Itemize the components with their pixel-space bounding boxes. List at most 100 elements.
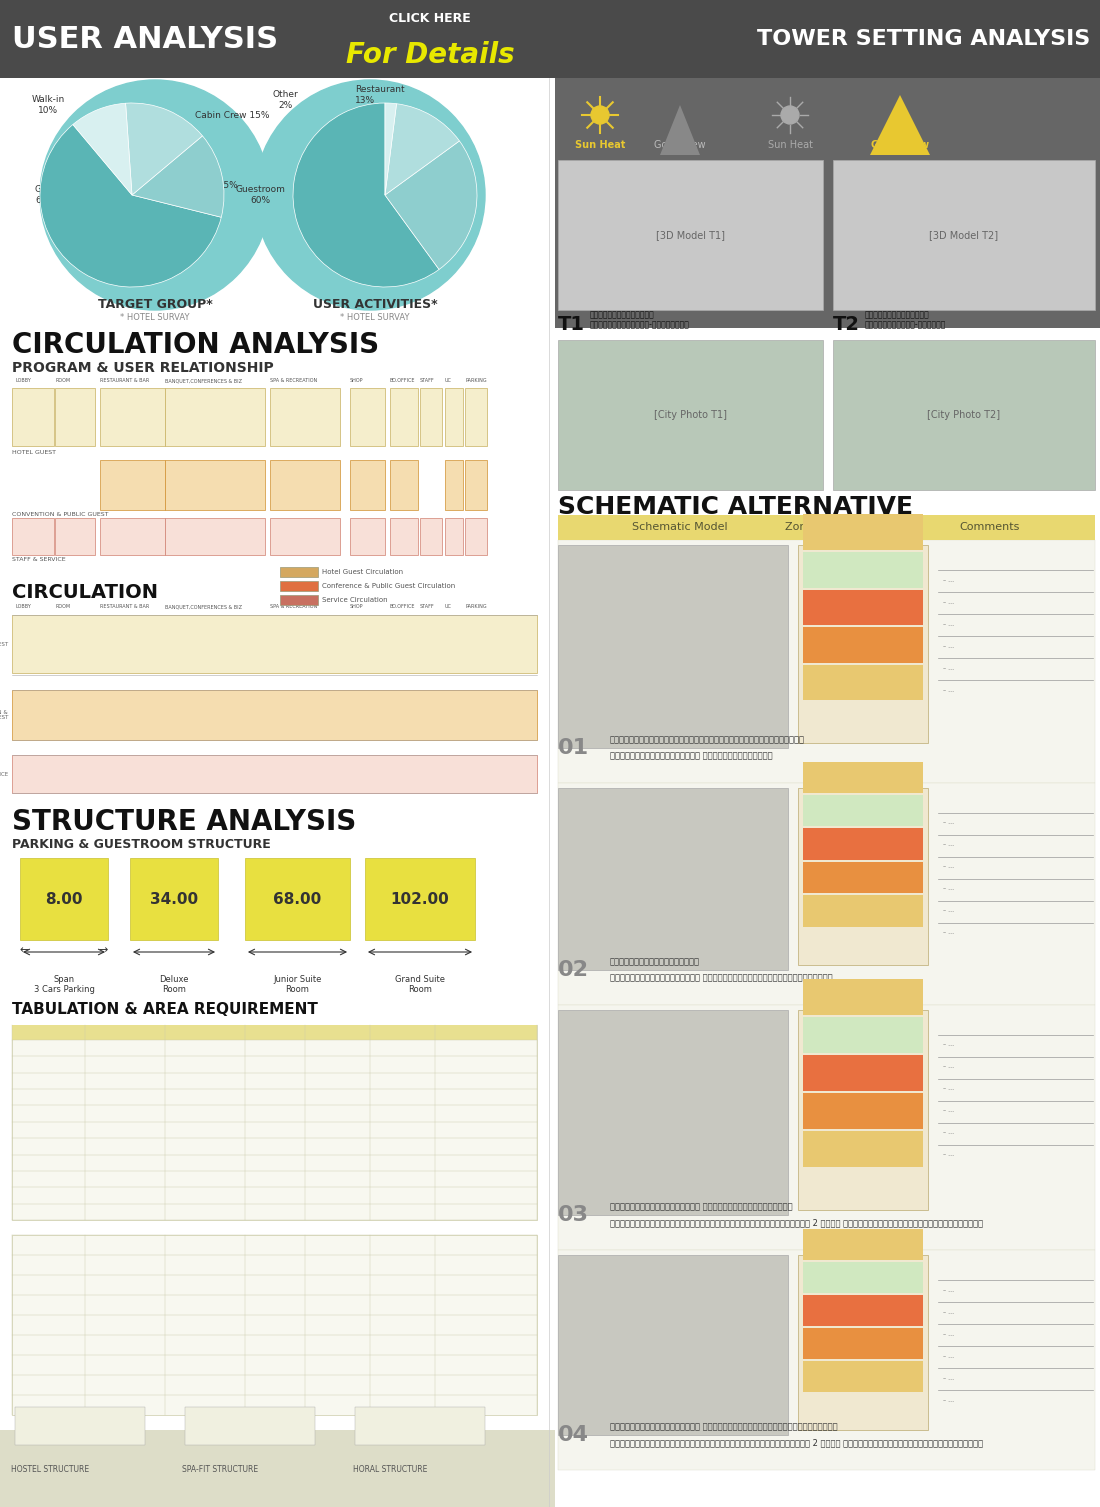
Text: – ...: – ...: [943, 666, 954, 671]
Text: UC: UC: [446, 604, 452, 609]
Polygon shape: [660, 105, 700, 155]
Text: 34.00: 34.00: [150, 892, 198, 907]
Bar: [798, 788, 928, 964]
Text: Restaurant
13%: Restaurant 13%: [355, 86, 405, 104]
Text: STAFF & SERVICE: STAFF & SERVICE: [0, 772, 8, 776]
Bar: [420, 518, 442, 555]
Text: STAFF: STAFF: [420, 378, 434, 383]
Bar: [165, 460, 265, 509]
Text: – ...: – ...: [943, 930, 954, 936]
Text: Junior Suite
Room: Junior Suite Room: [273, 975, 321, 995]
Text: BO.OFFICE: BO.OFFICE: [390, 378, 416, 383]
Bar: [558, 1010, 788, 1215]
Text: 04: 04: [558, 1426, 589, 1445]
Bar: [803, 1261, 923, 1293]
Text: BANQUET,CONFERENCES & BIZ: BANQUET,CONFERENCES & BIZ: [165, 604, 242, 609]
Bar: [355, 1408, 485, 1445]
Text: Span
3 Cars Parking: Span 3 Cars Parking: [34, 975, 95, 995]
Bar: [558, 160, 823, 310]
Bar: [365, 857, 475, 940]
Text: Conference & Public Guest Circulation: Conference & Public Guest Circulation: [322, 583, 455, 589]
Text: PARKING: PARKING: [465, 378, 486, 383]
Text: – ...: – ...: [943, 886, 954, 892]
Text: ที่จอดรถก็ด้านหลัก อาคารสูงผู้ใช้หลัก: ที่จอดรถก็ด้านหลัก อาคารสูงผู้ใช้หลัก: [610, 1203, 793, 1212]
Bar: [390, 387, 418, 446]
Wedge shape: [385, 104, 460, 194]
Text: แยกฟังก์ชันที่ต้องการช่วงเวลาทางว้างเป็น 2 ด้าน และเชื่อมกันด้วยทางสัญจรตั้ง: แยกฟังก์ชันที่ต้องการช่วงเวลาทางว้างเป็น…: [610, 1219, 983, 1228]
Text: SCHEMATIC ALTERNATIVE: SCHEMATIC ALTERNATIVE: [558, 494, 913, 518]
Bar: [803, 980, 923, 1016]
Bar: [270, 460, 340, 509]
Bar: [390, 518, 418, 555]
Text: For Details: For Details: [345, 41, 515, 69]
Text: TABULATION & AREA REQUIREMENT: TABULATION & AREA REQUIREMENT: [12, 1002, 318, 1017]
Text: – ...: – ...: [943, 1332, 954, 1337]
Bar: [558, 784, 1094, 1005]
Text: CONVENTION &
PUBLIC GUEST: CONVENTION & PUBLIC GUEST: [0, 710, 8, 720]
Text: LOBBY: LOBBY: [15, 378, 31, 383]
Bar: [55, 387, 95, 446]
Bar: [803, 1361, 923, 1392]
Text: BANQUET,CONFERENCES & BIZ: BANQUET,CONFERENCES & BIZ: [165, 378, 242, 383]
Bar: [833, 341, 1094, 490]
Bar: [100, 518, 165, 555]
Text: STAFF: STAFF: [420, 604, 434, 609]
Text: – ...: – ...: [943, 1376, 954, 1380]
Text: HORAL STRUCTURE: HORAL STRUCTURE: [353, 1465, 427, 1474]
Bar: [12, 1236, 537, 1415]
Bar: [420, 387, 442, 446]
Bar: [12, 518, 54, 555]
Bar: [803, 829, 923, 860]
Text: การวางแนวอาคาร
แนวทิศตะวันตก-ตะวันออก: การวางแนวอาคาร แนวทิศตะวันตก-ตะวันออก: [590, 310, 690, 330]
Text: T1: T1: [558, 315, 585, 335]
Text: SHOP: SHOP: [350, 604, 363, 609]
Bar: [165, 518, 265, 555]
Bar: [803, 761, 923, 793]
Text: PARKING: PARKING: [465, 604, 486, 609]
Bar: [803, 1328, 923, 1359]
Text: 02: 02: [558, 960, 589, 980]
Bar: [55, 518, 95, 555]
Text: 102.00: 102.00: [390, 892, 450, 907]
Text: SHOP: SHOP: [350, 378, 363, 383]
Bar: [558, 1255, 788, 1435]
Text: Sun Heat: Sun Heat: [575, 140, 625, 151]
Text: การวางแนวอาคาร
แนวทิศเหนือ-ทิศใต้: การวางแนวอาคาร แนวทิศเหนือ-ทิศใต้: [865, 310, 946, 330]
Wedge shape: [385, 102, 396, 194]
Text: USER ACTIVITIES*: USER ACTIVITIES*: [312, 298, 438, 312]
Wedge shape: [40, 125, 221, 286]
Bar: [12, 1025, 537, 1221]
Text: RESTAURANT & BAR: RESTAURANT & BAR: [100, 604, 150, 609]
Text: 03: 03: [558, 1206, 589, 1225]
Text: – ...: – ...: [943, 1397, 954, 1403]
Text: CONVENTION & PUBLIC GUEST: CONVENTION & PUBLIC GUEST: [12, 512, 109, 517]
Bar: [803, 665, 923, 701]
Text: Guestroom
60%: Guestroom 60%: [235, 185, 285, 205]
Text: STAFF & SERVICE: STAFF & SERVICE: [12, 558, 66, 562]
Wedge shape: [385, 142, 477, 270]
Text: – ...: – ...: [943, 1130, 954, 1135]
Bar: [12, 690, 537, 740]
Text: Walk-in
10%: Walk-in 10%: [32, 95, 65, 115]
Bar: [803, 1055, 923, 1091]
Text: – ...: – ...: [943, 1109, 954, 1114]
Text: ที่จอดรถก็ด้านหลัก สระว่ายน้ำผู้พักเข้าหนังสือ: ที่จอดรถก็ด้านหลัก สระว่ายน้ำผู้พักเข้าห…: [610, 1423, 837, 1432]
Text: – ...: – ...: [943, 1064, 954, 1070]
Text: Good View: Good View: [654, 140, 706, 151]
Text: – ...: – ...: [943, 909, 954, 913]
Bar: [465, 460, 487, 509]
Text: CIRCULATION: CIRCULATION: [12, 583, 158, 601]
Text: 01: 01: [558, 738, 590, 758]
Text: – ...: – ...: [943, 1353, 954, 1358]
Circle shape: [591, 105, 609, 124]
Text: Group Tourist
60%: Group Tourist 60%: [35, 185, 95, 205]
Bar: [446, 518, 463, 555]
Bar: [803, 552, 923, 588]
Text: – ...: – ...: [943, 600, 954, 604]
Bar: [558, 515, 1094, 540]
Text: * HOTEL SURVAY: * HOTEL SURVAY: [120, 313, 189, 322]
Circle shape: [40, 80, 270, 310]
Bar: [803, 1017, 923, 1053]
Text: HOSTEL STRUCTURE: HOSTEL STRUCTURE: [11, 1465, 89, 1474]
Bar: [12, 387, 54, 446]
